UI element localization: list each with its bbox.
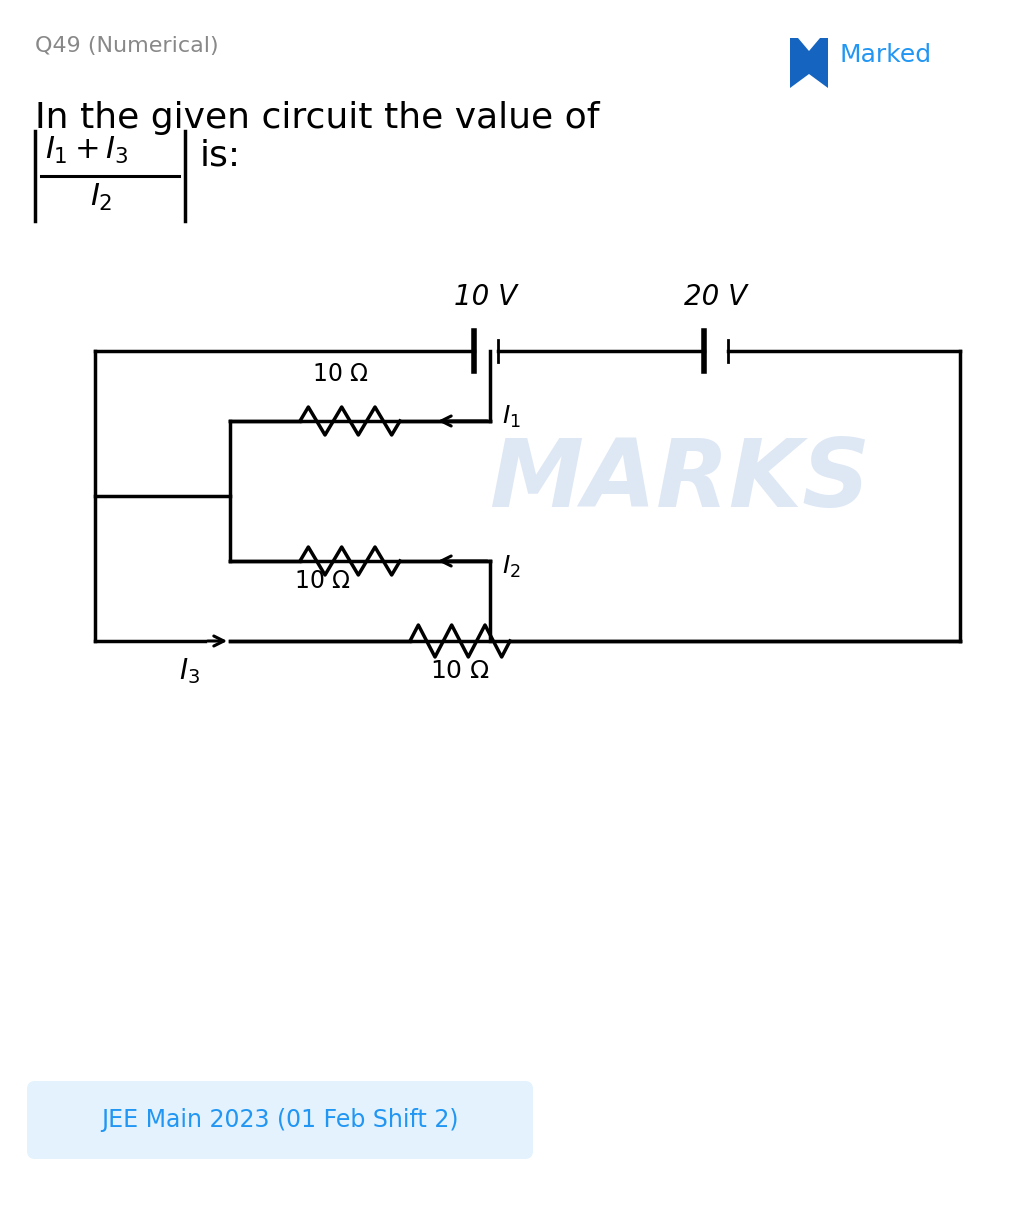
Text: 10 $\Omega$: 10 $\Omega$ xyxy=(294,569,350,593)
Text: 10 $\Omega$: 10 $\Omega$ xyxy=(430,659,490,683)
Polygon shape xyxy=(798,38,820,51)
Polygon shape xyxy=(790,38,828,88)
Text: $I_1$: $I_1$ xyxy=(502,404,521,430)
Text: 10 $\Omega$: 10 $\Omega$ xyxy=(311,361,369,386)
Text: 20 V: 20 V xyxy=(684,283,748,311)
Text: $I_2$: $I_2$ xyxy=(90,182,113,214)
Text: is:: is: xyxy=(200,139,241,173)
FancyBboxPatch shape xyxy=(27,1081,534,1159)
Text: Q49 (Numerical): Q49 (Numerical) xyxy=(35,35,219,56)
Text: 10 V: 10 V xyxy=(455,283,517,311)
Text: $I_2$: $I_2$ xyxy=(502,554,521,580)
Text: $I_1+I_3$: $I_1+I_3$ xyxy=(45,136,129,166)
Text: JEE Main 2023 (01 Feb Shift 2): JEE Main 2023 (01 Feb Shift 2) xyxy=(101,1107,459,1132)
Text: MARKS: MARKS xyxy=(489,435,870,527)
Text: Marked: Marked xyxy=(840,43,932,67)
Text: In the given circuit the value of: In the given circuit the value of xyxy=(35,101,599,136)
Text: $I_3$: $I_3$ xyxy=(179,656,201,686)
